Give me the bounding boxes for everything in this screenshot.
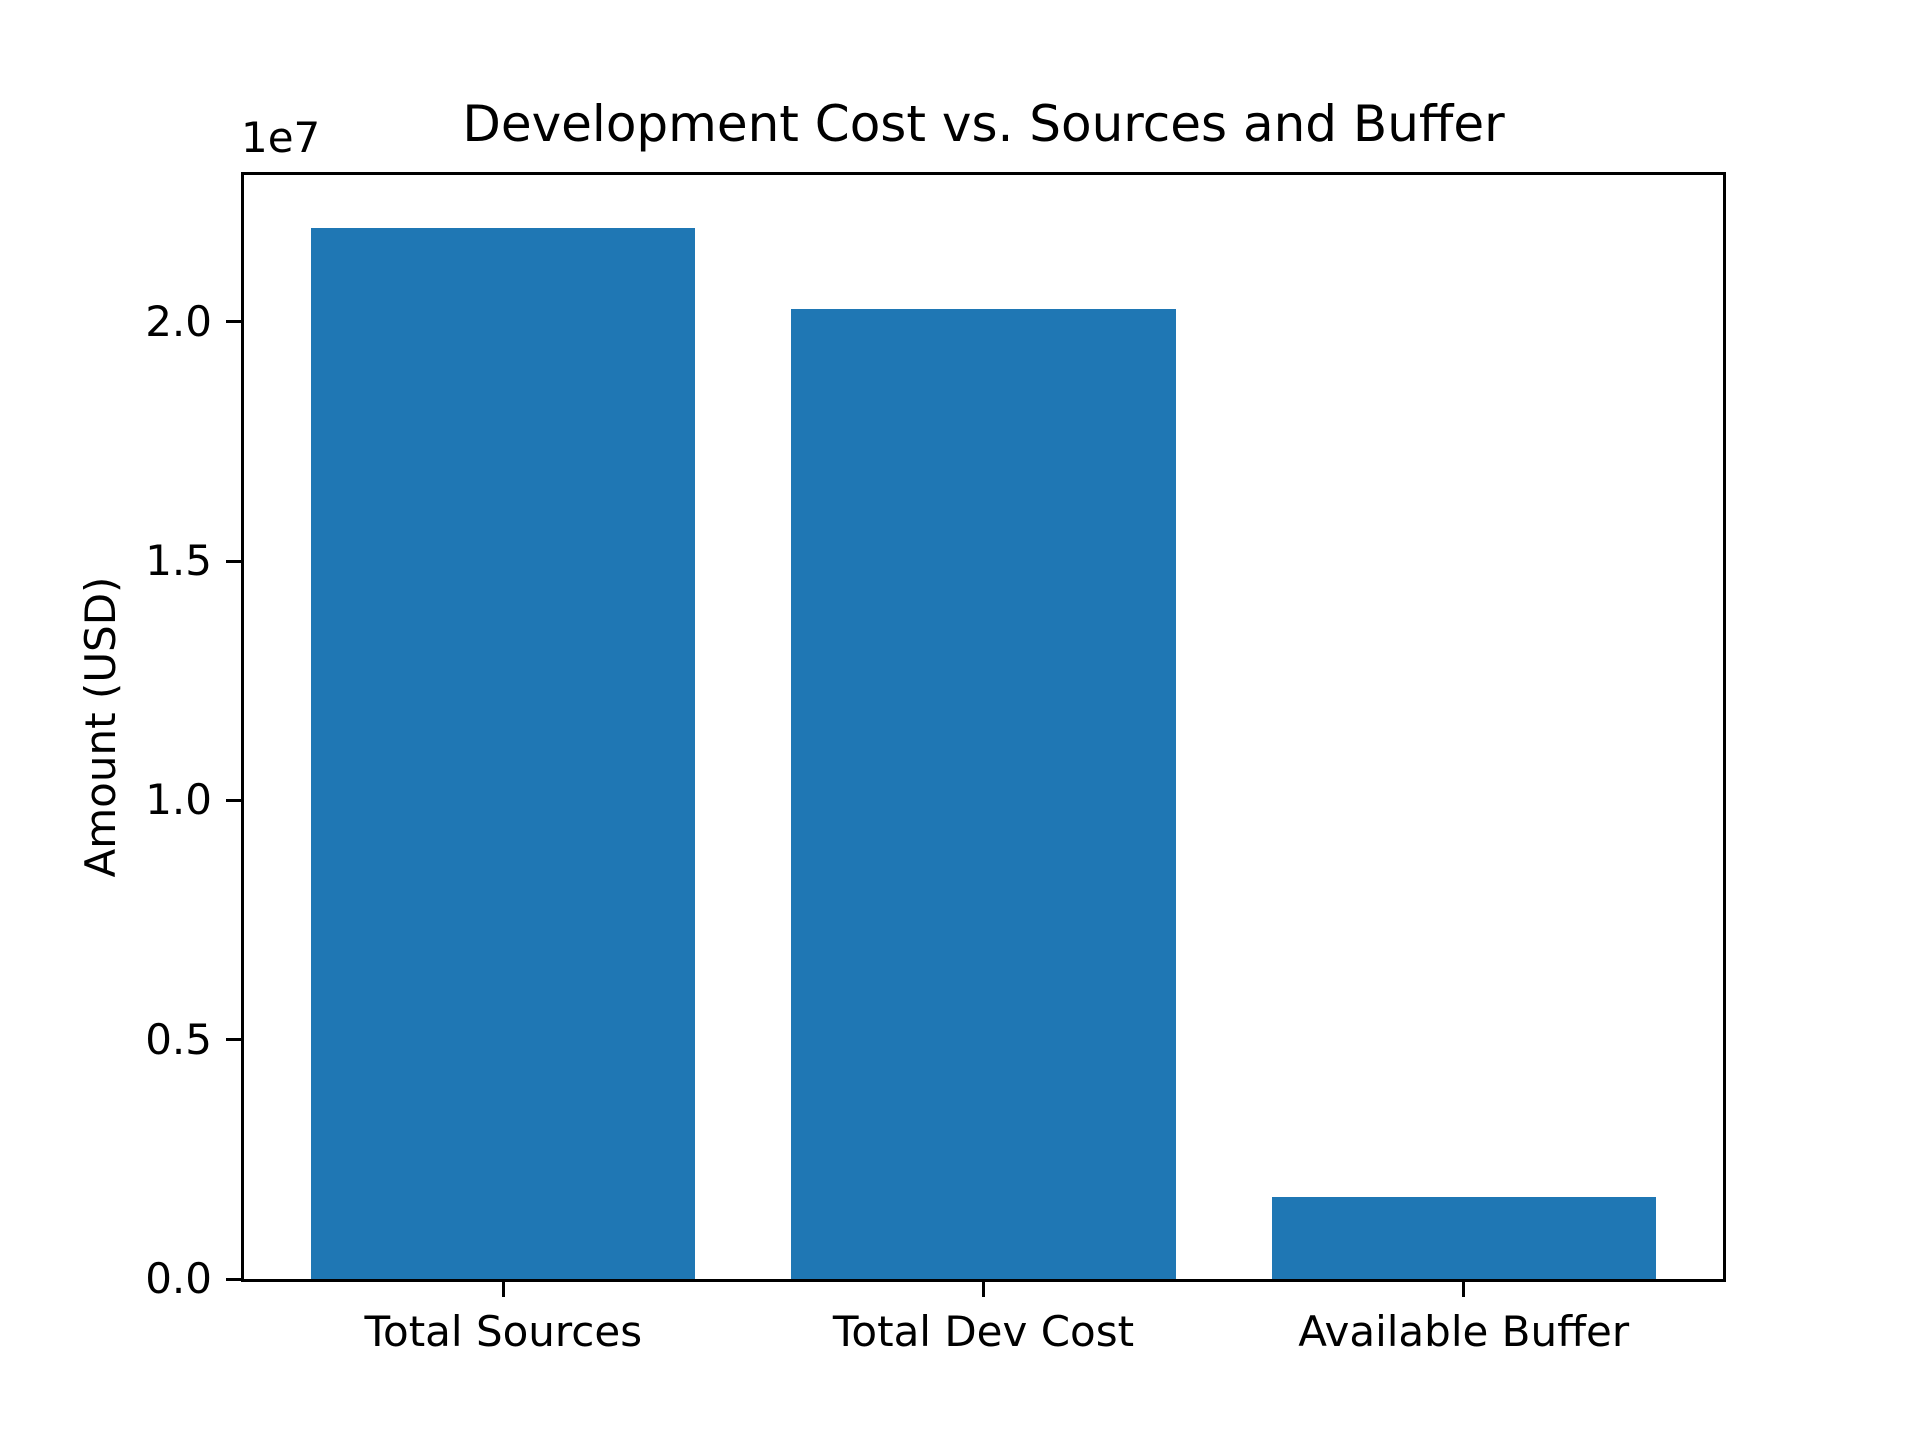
y-axis-offset-text: 1e7 <box>241 113 321 162</box>
bar-available-buffer <box>1271 1197 1656 1279</box>
y-tick-label-1-5: 1.5 <box>145 536 212 586</box>
y-tick-label-2-0: 2.0 <box>145 296 212 346</box>
x-tick-mark <box>982 1282 985 1297</box>
chart-title: Development Cost vs. Sources and Buffer <box>462 95 1505 153</box>
y-tick-mark <box>226 1038 241 1042</box>
x-tick-mark <box>1462 1282 1466 1297</box>
x-tick-label-total-sources: Total Sources <box>364 1307 643 1356</box>
y-tick-label-0-5: 0.5 <box>145 1014 212 1064</box>
y-tick-label-0-0: 0.0 <box>145 1254 212 1303</box>
y-tick-mark <box>226 320 241 324</box>
plot-area <box>241 172 1726 1282</box>
x-tick-mark <box>501 1282 505 1297</box>
y-tick-mark <box>226 798 241 802</box>
y-tick-mark <box>226 559 241 563</box>
x-tick-label-available-buffer: Available Buffer <box>1298 1307 1630 1356</box>
bar-total-dev-cost <box>791 309 1176 1279</box>
x-tick-label-total-dev-cost: Total Dev Cost <box>832 1307 1135 1356</box>
y-tick-mark <box>226 1277 241 1281</box>
bar-total-sources <box>311 227 696 1279</box>
y-tick-label-1-0: 1.0 <box>145 775 212 825</box>
y-axis-label: Amount (USD) <box>76 576 125 878</box>
